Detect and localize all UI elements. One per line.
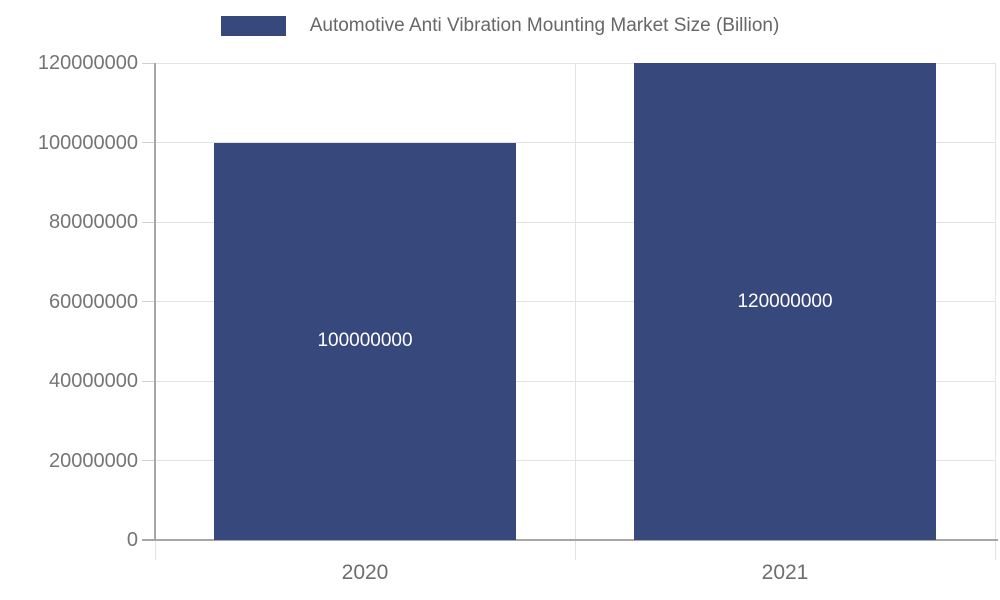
y-axis-tick [142,301,155,302]
y-tick-label: 80000000 [49,211,138,233]
legend-label: Automotive Anti Vibration Mounting Marke… [309,15,780,36]
x-tick-label: 2021 [761,561,809,584]
legend-swatch [220,16,286,36]
y-axis-tick [142,380,155,382]
y-tick-label: 100000000 [37,131,138,154]
y-axis-tick [142,62,155,64]
y-axis-tick [142,142,155,143]
y-tick-label: 60000000 [49,290,138,313]
bar-2020 [214,142,516,540]
bar-value-label: 100000000 [317,330,413,352]
y-axis-tick [142,460,155,461]
v-gridline [994,63,996,540]
y-tick-label: 20000000 [49,449,138,472]
y-tick-label: 40000000 [49,370,138,392]
v-gridline [574,63,576,540]
x-axis-tick [994,541,996,560]
chart-legend: Automotive Anti Vibration Mounting Marke… [0,13,1000,39]
bar-2021 [634,63,936,540]
x-axis-tick [154,541,156,560]
y-tick-label: 0 [126,529,138,551]
y-tick-label: 120000000 [37,52,138,74]
x-axis-tick [574,541,576,560]
x-axis-line [142,539,998,541]
y-axis-tick [142,221,155,223]
x-tick-label: 2020 [341,561,389,584]
y-axis-line [154,63,156,540]
bar-value-label: 120000000 [737,290,833,312]
